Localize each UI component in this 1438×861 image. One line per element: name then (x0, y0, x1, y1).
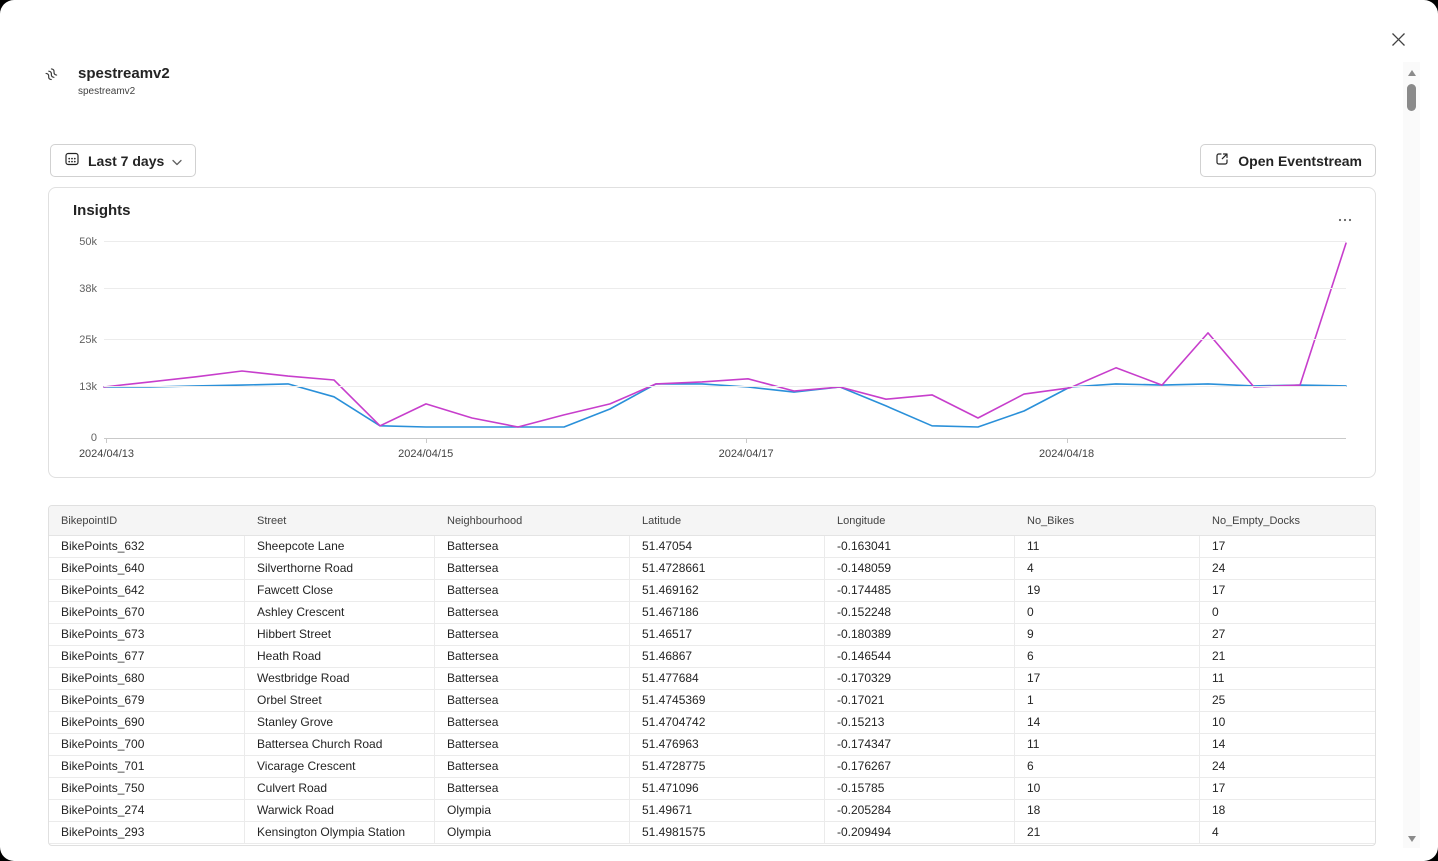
insights-card: Insights 0 13k 25k 38k 50k 2024/04/13 2024/04… (48, 187, 1376, 478)
table-row[interactable]: BikePoints_700 Battersea Church Road Bat… (49, 734, 1375, 756)
table-row[interactable]: BikePoints_750 Culvert Road Battersea 51… (49, 778, 1375, 800)
table-row[interactable]: BikePoints_274 Warwick Road Olympia 51.4… (49, 800, 1375, 822)
x-axis-label: 2024/04/15 (398, 448, 454, 460)
gridline (104, 438, 1346, 439)
x-axis-label: 2024/04/13 (78, 448, 134, 460)
table-row[interactable]: BikePoints_680 Westbridge Road Battersea… (49, 668, 1375, 690)
close-button[interactable] (1386, 29, 1410, 53)
table-row[interactable]: BikePoints_642 Fawcett Close Battersea 5… (49, 580, 1375, 602)
x-axis-label: 2024/04/18 (1039, 448, 1095, 460)
bikepoints-table: BikepointID Street Neighbourhood Latitud… (48, 505, 1376, 846)
column-header-bikepointid: BikepointID (61, 514, 118, 527)
x-axis-labels: 2024/04/13 2024/04/15 2024/04/17 2024/04/18 (79, 448, 1346, 464)
table-row[interactable]: BikePoints_293 Kensington Olympia Statio… (49, 822, 1375, 844)
page-subtitle: spestreamv2 (78, 86, 136, 97)
y-axis-label: 0 (90, 432, 97, 444)
table-row[interactable]: BikePoints_677 Heath Road Battersea 51.4… (49, 646, 1375, 668)
table-row[interactable]: BikePoints_670 Ashley Crescent Battersea… (49, 602, 1375, 624)
table-body: BikePoints_632 Sheepcote Lane Battersea … (49, 536, 1375, 844)
x-axis-tick (106, 438, 108, 443)
open-external-icon (1214, 151, 1230, 170)
gridline (104, 386, 1346, 388)
more-options-button[interactable] (1333, 208, 1357, 226)
gridline (104, 241, 1346, 242)
y-axis-labels: 0 13k 25k 38k 50k (49, 236, 97, 444)
column-header-street: Street (257, 514, 287, 527)
vertical-scrollbar[interactable] (1403, 62, 1420, 848)
gridline (104, 339, 1346, 340)
open-eventstream-button[interactable]: Open Eventstream (1200, 144, 1376, 177)
table-row[interactable]: BikePoints_640 Silverthorne Road Batters… (49, 558, 1375, 580)
x-axis-tick (425, 438, 427, 443)
table-row[interactable]: BikePoints_673 Hibbert Street Battersea … (49, 624, 1375, 646)
gridline (104, 288, 1346, 290)
time-range-label: Last 7 days (88, 152, 165, 169)
header: spestreamv2 spestreamv2 (44, 64, 170, 97)
calendar-icon (64, 151, 80, 170)
table-row[interactable]: BikePoints_632 Sheepcote Lane Battersea … (49, 536, 1375, 558)
x-axis-label: 2024/04/17 (718, 448, 774, 460)
more-ellipsis-icon (1338, 210, 1352, 225)
eventstream-icon (44, 67, 60, 97)
y-axis-label: 13k (79, 381, 97, 394)
x-axis-tick (1066, 438, 1068, 443)
table-header-row: BikepointID Street Neighbourhood Latitud… (49, 506, 1375, 536)
table-row[interactable]: BikePoints_701 Vicarage Crescent Batters… (49, 756, 1375, 778)
column-header-neighbourhood: Neighbourhood (447, 514, 523, 527)
table-row[interactable]: BikePoints_690 Stanley Grove Battersea 5… (49, 712, 1375, 734)
close-icon (1391, 32, 1406, 50)
column-header-longitude: Longitude (837, 514, 886, 527)
column-header-no-bikes: No_Bikes (1027, 514, 1075, 527)
column-header-latitude: Latitude (642, 514, 682, 527)
insights-title: Insights (73, 202, 131, 219)
line-series-svg (103, 242, 1347, 428)
page-title: spestreamv2 (78, 65, 170, 82)
table-row[interactable]: BikePoints_679 Orbel Street Battersea 51… (49, 690, 1375, 712)
scroll-up-arrow-icon[interactable] (1403, 66, 1420, 80)
y-axis-label: 50k (79, 236, 97, 248)
series-line-blue (103, 383, 1347, 428)
chevron-down-icon (172, 153, 182, 169)
scrollbar-thumb[interactable] (1407, 84, 1416, 111)
open-eventstream-label: Open Eventstream (1238, 152, 1362, 169)
x-axis-tick (746, 438, 748, 443)
y-axis-label: 38k (79, 283, 97, 296)
chart-plot-area (103, 241, 1347, 443)
series-line-magenta (103, 242, 1347, 428)
time-range-dropdown[interactable]: Last 7 days (50, 144, 197, 177)
scroll-down-arrow-icon[interactable] (1403, 832, 1420, 846)
y-axis-label: 25k (79, 334, 97, 346)
column-header-no-empty-docks: No_Empty_Docks (1212, 514, 1301, 527)
